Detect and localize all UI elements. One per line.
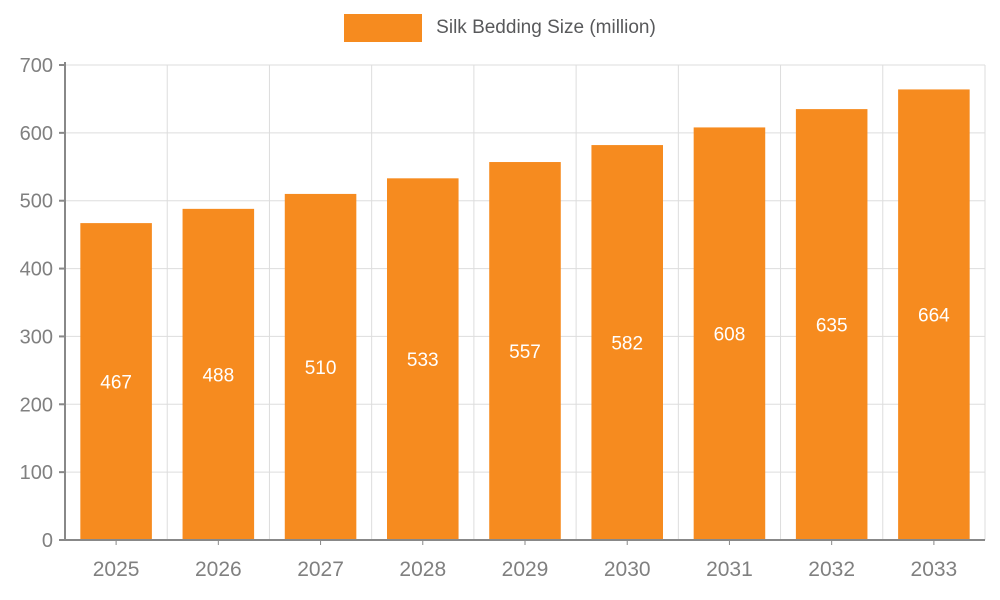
bar — [795, 109, 868, 540]
legend-label: Silk Bedding Size (million) — [436, 17, 656, 38]
bar — [693, 127, 766, 540]
bar-value-label: 467 — [100, 373, 132, 394]
bar — [387, 178, 459, 541]
x-tick-label: 2026 — [195, 558, 242, 581]
y-tick-label: 300 — [20, 326, 53, 348]
bar — [182, 208, 255, 540]
x-tick-label: 2027 — [297, 558, 344, 581]
bar-value-label: 557 — [509, 342, 541, 363]
bar-value-label: 510 — [305, 358, 337, 379]
bar — [489, 162, 561, 541]
x-tick-label: 2028 — [399, 558, 446, 581]
bar-value-label: 533 — [407, 350, 439, 371]
bar — [591, 145, 663, 541]
legend-swatch-icon — [344, 14, 423, 42]
y-tick-label: 600 — [20, 123, 53, 145]
bar — [898, 89, 970, 540]
bar — [284, 193, 357, 540]
x-tick-label: 2025 — [93, 558, 140, 581]
chart-legend: Silk Bedding Size (million) — [0, 14, 1000, 42]
bar-value-label: 488 — [202, 365, 234, 386]
y-tick-label: 100 — [20, 462, 53, 484]
y-tick-label: 200 — [20, 394, 53, 416]
y-tick-label: 0 — [42, 530, 53, 552]
y-tick-label: 500 — [20, 191, 53, 213]
x-tick-label: 2033 — [911, 558, 958, 581]
bar-value-label: 635 — [816, 316, 848, 337]
x-tick-label: 2032 — [808, 558, 855, 581]
bar-value-label: 664 — [918, 306, 950, 327]
y-tick-label: 400 — [20, 259, 53, 281]
x-tick-label: 2029 — [502, 558, 549, 581]
x-tick-label: 2031 — [706, 558, 753, 581]
bar-value-label: 582 — [611, 334, 643, 355]
y-tick-label: 700 — [20, 55, 53, 77]
bar-value-label: 608 — [714, 325, 746, 346]
x-tick-label: 2030 — [604, 558, 651, 581]
bar — [80, 223, 152, 540]
